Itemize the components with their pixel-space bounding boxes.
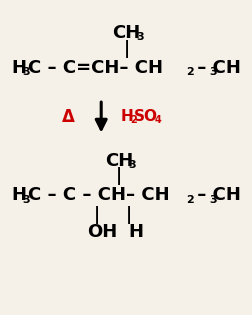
Text: 3: 3 [22,67,30,77]
Text: H: H [128,223,143,242]
Text: OH: OH [87,223,117,242]
Text: SO: SO [134,109,158,124]
Text: 2: 2 [185,195,193,205]
Text: – CH: – CH [190,59,240,77]
Text: 3: 3 [128,160,136,170]
Text: |: | [123,40,129,58]
Text: 2: 2 [130,115,137,125]
Text: 4: 4 [154,115,161,125]
Text: 3: 3 [136,32,143,42]
Text: CH: CH [112,24,140,42]
Text: Δ: Δ [62,107,74,126]
Text: 3: 3 [209,67,216,77]
Text: C – C – CH– CH: C – C – CH– CH [28,186,169,204]
Text: 2: 2 [185,67,193,77]
Text: |: | [115,167,121,186]
Text: 3: 3 [22,195,30,205]
Text: H: H [11,59,26,77]
Text: – CH: – CH [190,186,240,204]
Text: H: H [11,186,26,204]
Text: CH: CH [104,152,133,170]
Text: |: | [125,206,132,224]
Text: C – C=CH– CH: C – C=CH– CH [28,59,162,77]
Text: H: H [120,109,132,124]
Text: |: | [94,206,100,224]
Text: 3: 3 [209,195,216,205]
